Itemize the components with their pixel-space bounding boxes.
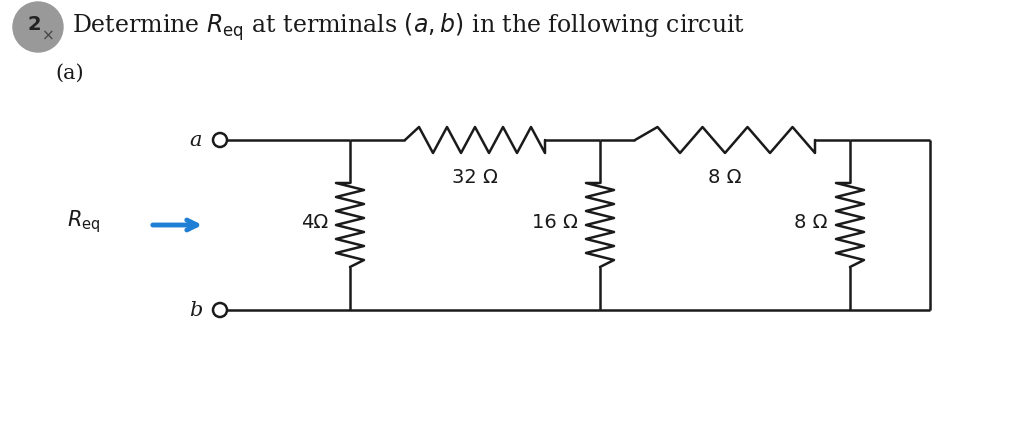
Circle shape: [13, 2, 63, 52]
Text: Determine $R_\mathrm{eq}$ at terminals $(a,b)$ in the following circuit: Determine $R_\mathrm{eq}$ at terminals $…: [72, 11, 745, 43]
Text: (a): (a): [55, 64, 84, 82]
Text: 2: 2: [28, 15, 41, 33]
Text: 8 Ω: 8 Ω: [795, 214, 828, 232]
Text: 32 Ω: 32 Ω: [452, 168, 498, 187]
Text: 8 Ω: 8 Ω: [709, 168, 741, 187]
Text: 16 Ω: 16 Ω: [532, 214, 578, 232]
Text: 4Ω: 4Ω: [301, 214, 328, 232]
Text: b: b: [188, 300, 202, 320]
Text: a: a: [189, 130, 202, 150]
Text: $R_{\mathrm{eq}}$: $R_{\mathrm{eq}}$: [67, 209, 100, 235]
Text: ×: ×: [42, 28, 54, 44]
